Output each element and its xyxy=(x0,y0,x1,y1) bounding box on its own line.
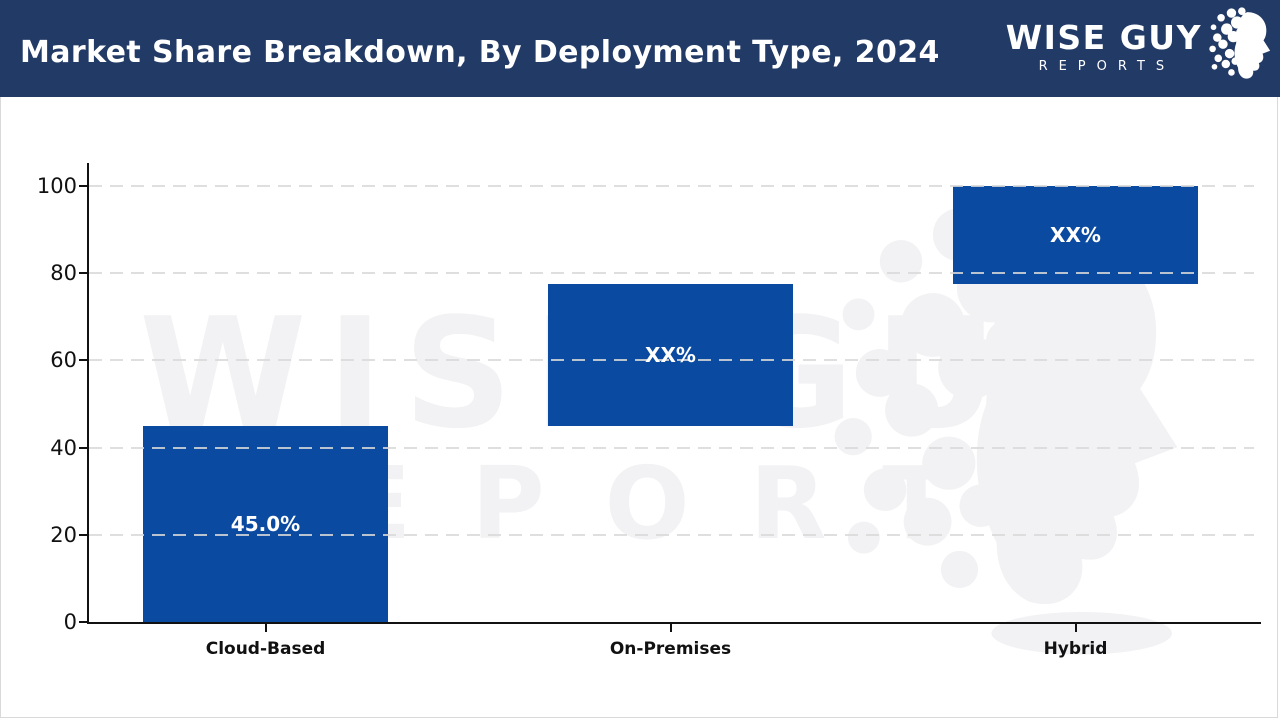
logo-primary-text: WISE GUY xyxy=(1005,18,1202,57)
bar-value-label: XX% xyxy=(1050,223,1101,248)
bar-segment xyxy=(548,284,793,426)
y-tick-label: 0 xyxy=(63,610,77,634)
chart-area: WISE GUY REPORTS 45.0% XX% XX% 0 20 40 60 80 10… xyxy=(0,97,1278,718)
y-tick-mark xyxy=(79,359,87,362)
chart-title: Market Share Breakdown, By Deployment Ty… xyxy=(20,35,940,70)
bar-value-label: XX% xyxy=(645,342,696,367)
y-tick-mark xyxy=(79,185,87,187)
x-tick-label: On-Premises xyxy=(609,639,732,659)
y-tick-label: 80 xyxy=(50,261,77,286)
header-banner: Market Share Breakdown, By Deployment Ty… xyxy=(0,0,1280,97)
y-tick-label: 60 xyxy=(50,348,77,373)
x-tick-mark xyxy=(1074,624,1077,632)
y-tick-label: 40 xyxy=(50,435,77,460)
gridline xyxy=(89,185,1254,187)
wise-guy-reports-logo: WISE GUY REPORTS xyxy=(1006,4,1272,90)
y-tick-label: 100 xyxy=(36,174,77,198)
logo-wordmark: WISE GUY REPORTS xyxy=(1005,18,1202,75)
bar-segment xyxy=(143,425,388,622)
logo-secondary-text: REPORTS xyxy=(1038,59,1176,74)
y-tick-mark xyxy=(79,533,87,536)
y-tick-mark xyxy=(79,446,87,449)
x-tick-label: Cloud-Based xyxy=(205,639,326,659)
y-tick-mark xyxy=(79,272,87,275)
gridline xyxy=(89,272,1254,275)
x-axis-line xyxy=(87,622,1261,624)
x-tick-label: Hybrid xyxy=(1043,639,1108,659)
y-tick-mark xyxy=(79,621,87,623)
dotted-head-profile-icon xyxy=(1209,7,1271,79)
y-tick-label: 20 xyxy=(50,522,77,547)
y-axis-line xyxy=(87,163,89,624)
gridline xyxy=(89,446,1254,449)
gridline xyxy=(89,533,1254,536)
x-tick-mark xyxy=(264,624,267,632)
gridline xyxy=(89,359,1254,362)
bar-segment xyxy=(953,186,1198,285)
bar-value-label: 45.0% xyxy=(230,511,301,536)
x-tick-mark xyxy=(669,624,672,632)
